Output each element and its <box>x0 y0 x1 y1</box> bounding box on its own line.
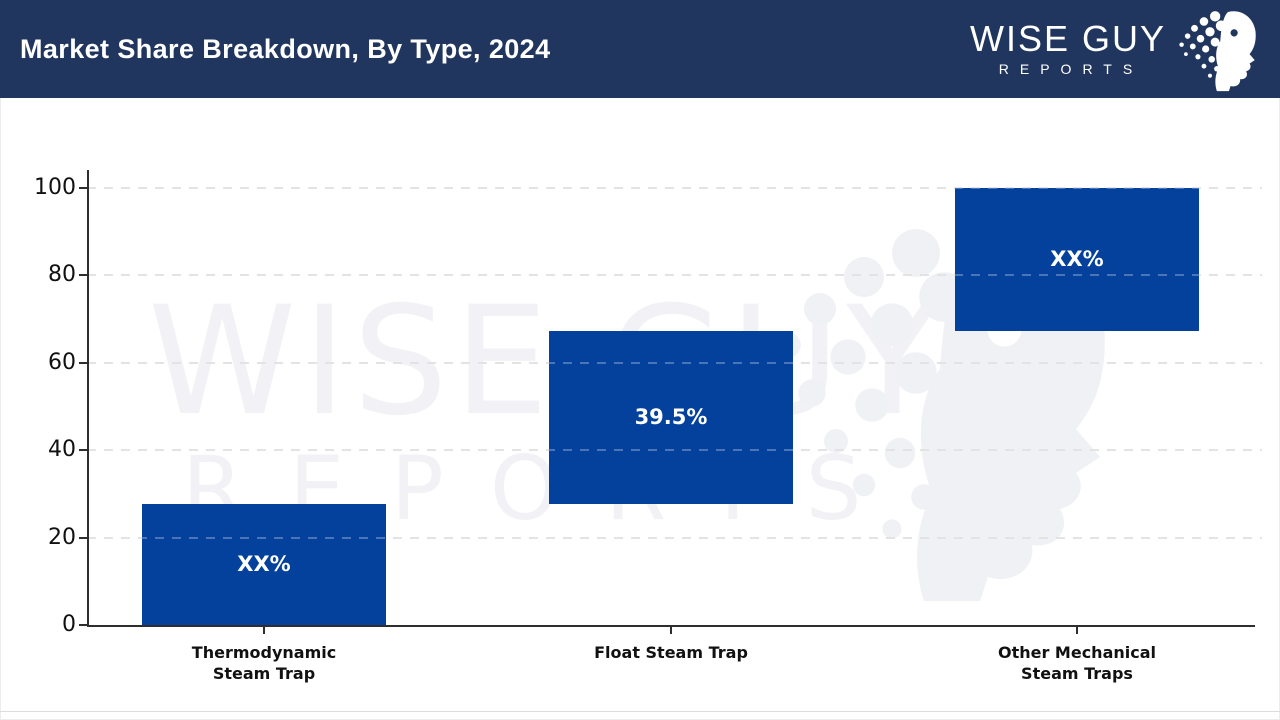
x-axis-category-line: Steam Trap <box>212 664 316 683</box>
y-axis-tick <box>79 536 87 539</box>
y-axis-tick-label: 20 <box>48 524 76 550</box>
brand-subtitle: REPORTS <box>998 61 1144 77</box>
y-axis-tick-label: 100 <box>34 175 76 200</box>
y-axis-tick-label: 40 <box>48 437 76 463</box>
y-axis-tick <box>79 449 87 452</box>
x-axis-category-line: Thermodynamic <box>191 643 337 662</box>
x-axis-category-line: Float Steam Trap <box>594 643 748 662</box>
y-axis-tick-label: 80 <box>48 262 76 288</box>
gridline-overlay <box>87 361 1262 364</box>
x-axis-tick <box>670 627 672 634</box>
gridline <box>87 187 1262 189</box>
bar-segment: XX% <box>955 188 1199 331</box>
y-axis-line <box>87 170 89 627</box>
gridline-overlay <box>87 536 1262 539</box>
gridline-overlay <box>87 274 1262 277</box>
brand-text: WISE GUY REPORTS <box>969 18 1166 78</box>
x-axis-category-label: Thermodynamic Steam Trap <box>114 642 414 684</box>
page-title: Market Share Breakdown, By Type, 2024 <box>20 33 551 64</box>
wiseguy-face-icon <box>1170 6 1262 92</box>
y-axis-tick-label: 60 <box>48 349 76 375</box>
y-axis-tick <box>79 361 87 364</box>
header: Market Share Breakdown, By Type, 2024 WI… <box>0 0 1280 98</box>
y-axis-tick <box>79 624 87 626</box>
gridline <box>87 536 1262 539</box>
x-axis-tick <box>1076 627 1078 634</box>
bar-segment: 39.5% <box>549 330 793 504</box>
x-axis-category-line: Other Mechanical <box>997 643 1157 662</box>
bar-value-label: 39.5% <box>634 405 708 430</box>
x-axis-line <box>87 625 1255 627</box>
bar-segment: XX% <box>142 503 386 625</box>
bar-value-label: XX% <box>237 552 291 577</box>
brand-name: WISE GUY <box>969 18 1166 59</box>
y-axis-tick-label: 0 <box>62 612 76 637</box>
gridline-overlay <box>87 449 1262 452</box>
page-bottom-border <box>0 711 1280 712</box>
x-axis-category-line: Steam Traps <box>1021 664 1133 683</box>
y-axis-tick <box>79 187 87 189</box>
y-axis-tick <box>79 274 87 277</box>
gridline-overlay <box>87 187 1262 189</box>
gridline <box>87 274 1262 277</box>
x-axis-tick <box>263 627 265 634</box>
x-axis-category-label: Float Steam Trap <box>521 642 821 663</box>
x-axis-category-label: Other Mechanical Steam Traps <box>927 642 1227 684</box>
bar-value-label: XX% <box>1050 247 1104 272</box>
brand-logo: WISE GUY REPORTS <box>970 6 1262 92</box>
